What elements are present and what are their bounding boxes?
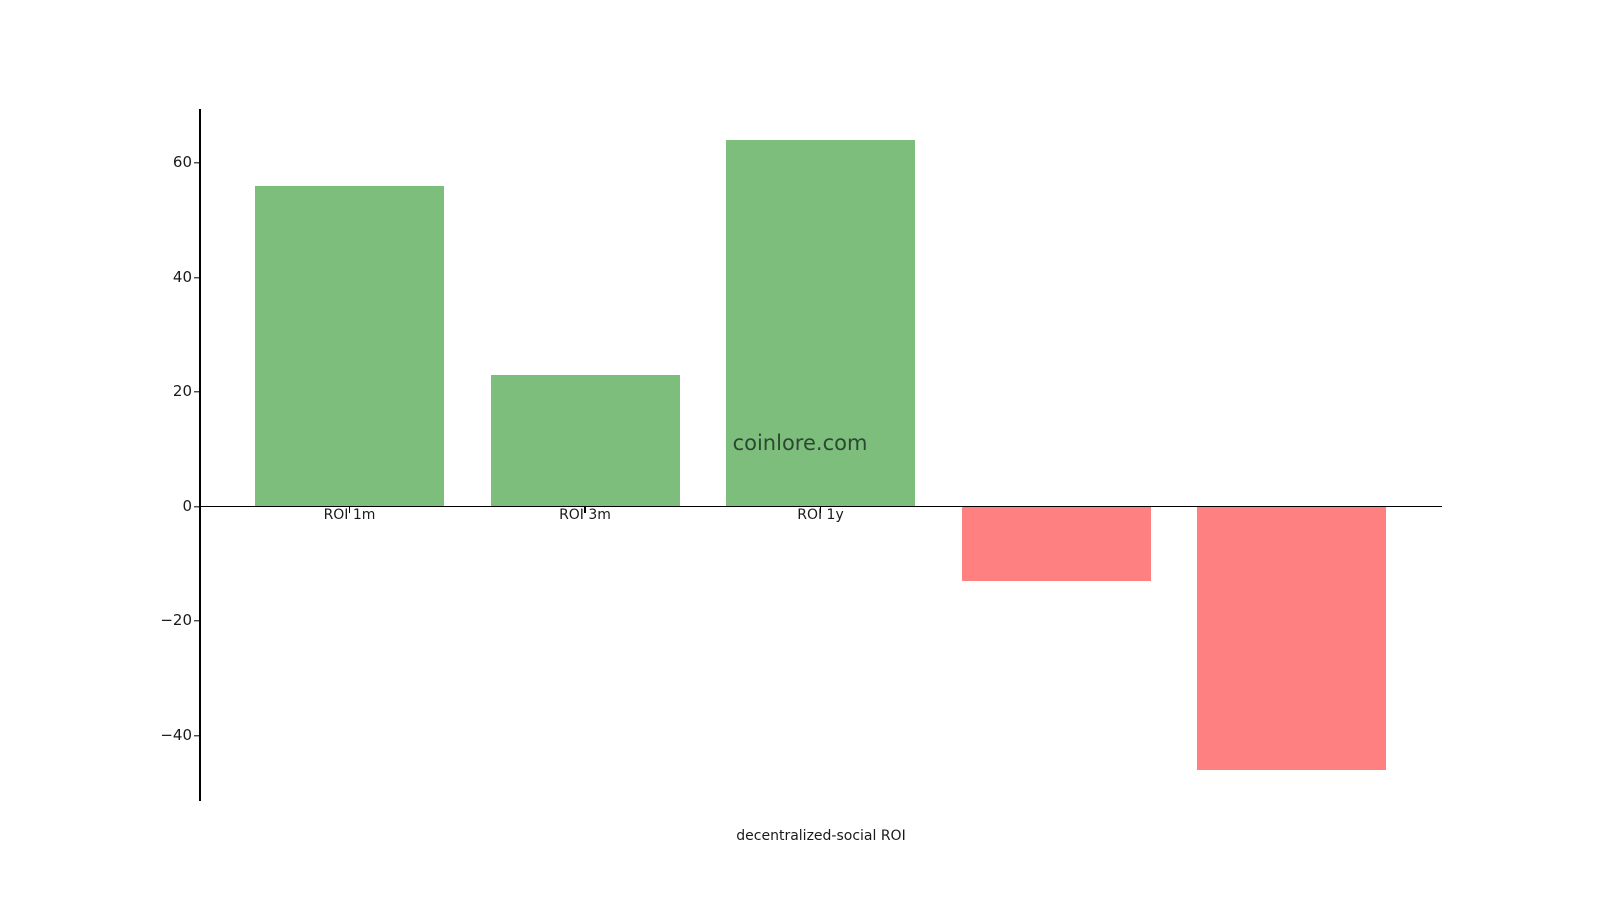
y-tick-label: 20: [172, 382, 192, 401]
y-tick-mark: [194, 734, 200, 737]
x-axis-zero-line: [200, 505, 1442, 508]
bar-roi-1y: [726, 140, 915, 507]
x-tick-mark: [584, 506, 586, 513]
x-tick-label: ROI 3m: [559, 506, 611, 523]
y-tick-mark: [194, 391, 200, 393]
watermark-text: coinlore.com: [732, 431, 868, 455]
y-tick-label: −20: [160, 611, 192, 630]
x-tick-label: ROI 1m: [323, 506, 376, 523]
bar-roi-1m: [255, 185, 444, 507]
y-tick-label: 0: [182, 496, 192, 515]
bar-4: [961, 506, 1151, 581]
x-tick-mark: [819, 506, 822, 513]
y-tick-label: 40: [172, 267, 192, 286]
y-tick-mark: [194, 276, 200, 279]
x-axis-title: decentralized-social ROI: [736, 828, 906, 844]
y-tick-mark: [194, 505, 200, 508]
y-tick-mark: [194, 620, 200, 622]
y-axis-spine: [199, 108, 201, 801]
x-tick-mark: [348, 506, 351, 513]
bar-roi-3m: [490, 374, 680, 507]
y-tick-label: −40: [160, 725, 192, 744]
x-tick-label: ROI 1y: [797, 506, 844, 523]
y-tick-label: 60: [172, 153, 192, 172]
y-tick-mark: [194, 162, 200, 164]
bar-5: [1197, 506, 1386, 770]
